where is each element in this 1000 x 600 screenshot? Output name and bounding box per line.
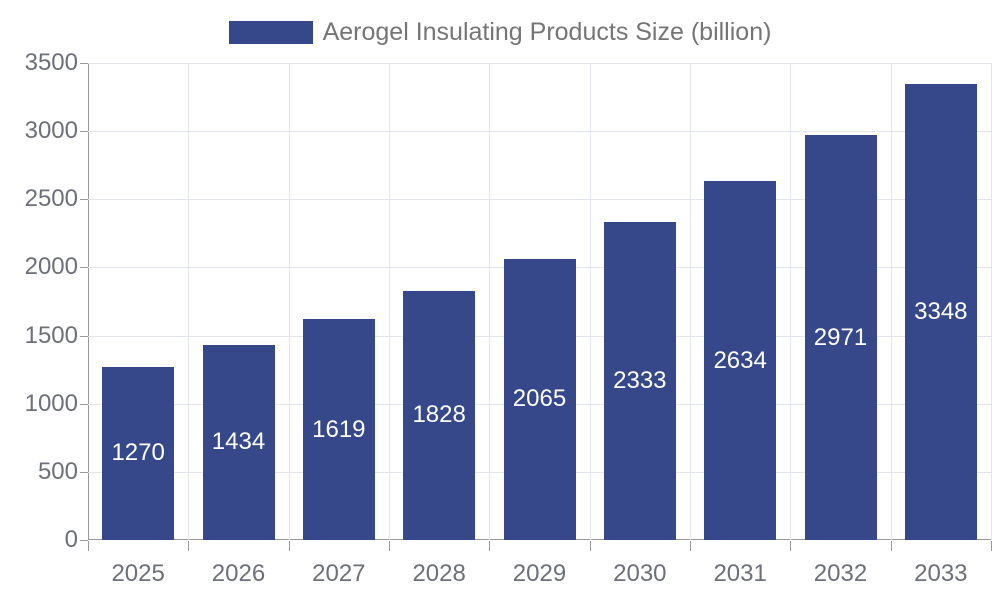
gridline-vertical — [188, 63, 190, 540]
x-axis-tick — [890, 541, 892, 551]
x-axis-tick — [288, 541, 290, 551]
x-axis-tick — [188, 541, 190, 551]
bar-value-label: 1619 — [312, 415, 366, 443]
gridline-horizontal — [88, 63, 991, 64]
bar-value-label: 2634 — [713, 346, 767, 374]
x-axis-tick — [991, 541, 992, 551]
x-axis-tick — [88, 541, 89, 551]
bar[interactable]: 1434 — [202, 344, 275, 540]
x-axis-label: 2027 — [312, 560, 366, 587]
x-axis-tick — [389, 541, 390, 551]
x-axis-tick — [589, 541, 591, 551]
y-axis-tick — [80, 540, 88, 541]
bar-value-label: 1270 — [111, 439, 165, 467]
bar[interactable]: 2333 — [603, 222, 676, 540]
y-axis-label: 1500 — [24, 321, 78, 349]
bar[interactable]: 2634 — [704, 181, 777, 540]
y-axis-tick — [80, 131, 88, 133]
x-axis-label: 2029 — [512, 560, 567, 587]
gridline-vertical — [890, 63, 892, 540]
y-axis-label: 2500 — [24, 185, 78, 213]
x-axis-label: 2030 — [613, 560, 667, 587]
y-axis-tick — [80, 199, 88, 201]
y-axis-label: 2000 — [24, 253, 78, 281]
x-axis-label: 2028 — [412, 560, 466, 587]
legend[interactable]: Aerogel Insulating Products Size (billio… — [0, 18, 1000, 46]
y-axis-label: 0 — [64, 526, 78, 553]
y-axis-label: 500 — [37, 457, 78, 485]
gridline-vertical — [991, 63, 992, 540]
bar-value-label: 1434 — [211, 428, 266, 456]
bar[interactable]: 1619 — [302, 319, 375, 540]
gridline-vertical — [489, 63, 491, 540]
x-axis-tick — [690, 541, 691, 551]
bar-value-label: 2333 — [613, 367, 667, 394]
gridline-horizontal — [88, 199, 991, 201]
x-axis-label: 2026 — [211, 560, 266, 587]
bar[interactable]: 2065 — [503, 258, 576, 540]
bar[interactable]: 1270 — [102, 366, 175, 540]
bar-value-label: 2971 — [813, 323, 868, 351]
y-axis-tick — [80, 63, 88, 64]
bar[interactable]: 2971 — [804, 135, 877, 540]
y-axis-label: 1000 — [24, 389, 78, 417]
gridline-vertical — [690, 63, 691, 540]
y-axis-label: 3000 — [24, 117, 78, 145]
x-axis-label: 2025 — [111, 560, 165, 587]
x-axis-label: 2031 — [713, 560, 767, 587]
gridline-vertical — [389, 63, 390, 540]
x-axis-tick — [790, 541, 792, 551]
gridline-horizontal — [88, 131, 991, 133]
gridline-vertical — [790, 63, 792, 540]
y-axis-tick — [80, 335, 88, 337]
bar-value-label: 3348 — [914, 297, 968, 325]
bar[interactable]: 3348 — [904, 83, 977, 540]
x-axis-label: 2033 — [914, 560, 968, 587]
y-axis-label: 3500 — [24, 49, 78, 76]
gridline-vertical — [288, 63, 290, 540]
legend-label: Aerogel Insulating Products Size (billio… — [322, 18, 772, 46]
bar-value-label: 2065 — [512, 385, 567, 413]
legend-swatch-icon — [228, 20, 313, 44]
bar[interactable]: 1828 — [403, 290, 476, 540]
bar-value-label: 1828 — [412, 401, 466, 429]
x-axis-label: 2032 — [813, 560, 868, 587]
x-axis-tick — [489, 541, 491, 551]
y-axis-tick — [80, 403, 88, 405]
y-axis-tick — [80, 267, 88, 269]
y-axis-tick — [80, 471, 88, 473]
gridline-vertical — [589, 63, 591, 540]
